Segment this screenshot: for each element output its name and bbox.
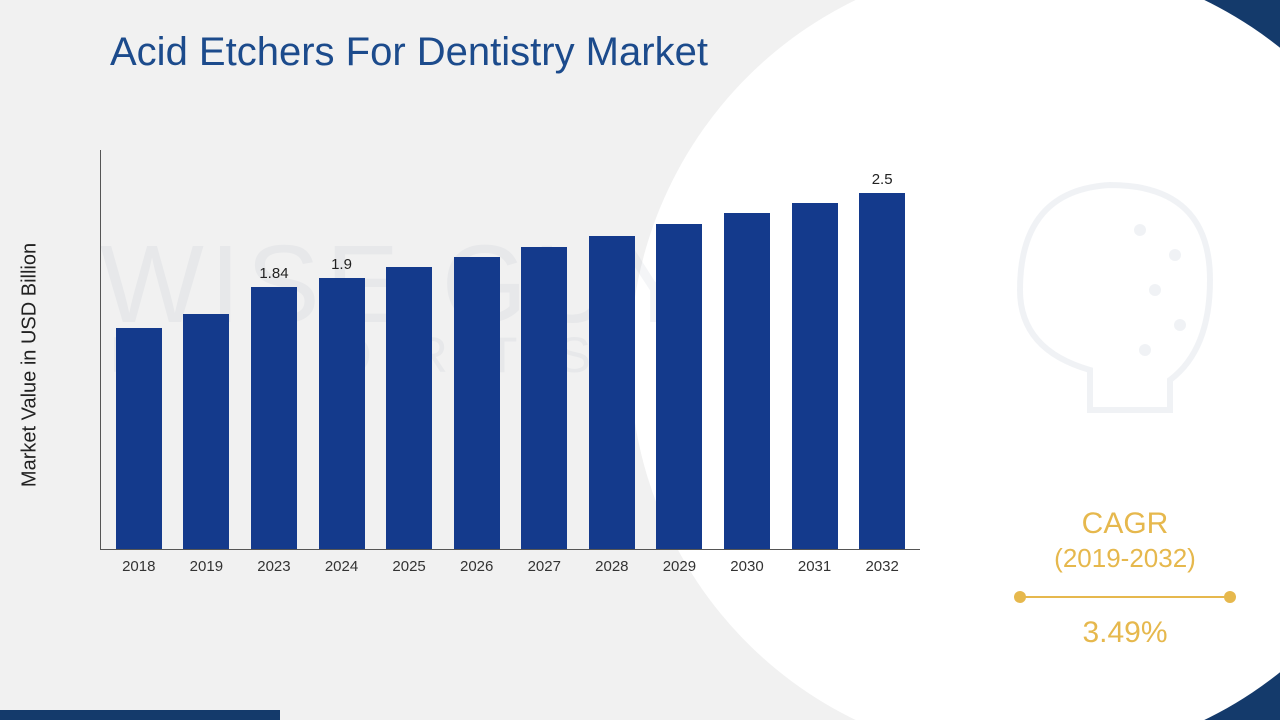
y-axis-label: Market Value in USD Billion bbox=[19, 243, 42, 487]
cagr-value: 3.49% bbox=[1000, 616, 1250, 650]
bar-wrap: 2025 bbox=[375, 150, 443, 549]
bar-wrap: 2.52032 bbox=[848, 150, 916, 549]
bar bbox=[116, 328, 162, 549]
bar-wrap: 2030 bbox=[713, 150, 781, 549]
bar-x-label: 2026 bbox=[443, 558, 511, 575]
bar-wrap: 2019 bbox=[173, 150, 241, 549]
brand-name-main: WISE GUY bbox=[1014, 17, 1202, 58]
bar-wrap: 2026 bbox=[443, 150, 511, 549]
bar bbox=[454, 257, 500, 549]
bar-x-label: 2029 bbox=[646, 558, 714, 575]
bar-wrap: 2018 bbox=[105, 150, 173, 549]
bar-x-label: 2024 bbox=[308, 558, 376, 575]
bar bbox=[656, 224, 702, 549]
bar bbox=[386, 267, 432, 549]
bar-x-label: 2027 bbox=[510, 558, 578, 575]
chart-area: WISE GUY REPORTS Market Value in USD Bil… bbox=[60, 150, 920, 580]
bar-x-label: 2028 bbox=[578, 558, 646, 575]
bar-value-label: 2.5 bbox=[872, 171, 893, 189]
cagr-block: CAGR (2019-2032) 3.49% bbox=[1000, 507, 1250, 650]
bar-x-label: 2031 bbox=[781, 558, 849, 575]
cagr-label: CAGR bbox=[1000, 507, 1250, 541]
bar-x-label: 2019 bbox=[173, 558, 241, 575]
bar-wrap: 2028 bbox=[578, 150, 646, 549]
bars-container: 201820191.8420231.9202420252026202720282… bbox=[101, 150, 920, 549]
bar-x-label: 2032 bbox=[848, 558, 916, 575]
bar-x-label: 2025 bbox=[375, 558, 443, 575]
chart-title: Acid Etchers For Dentistry Market bbox=[110, 30, 708, 75]
bar-x-label: 2030 bbox=[713, 558, 781, 575]
brand-head-icon bbox=[1204, 20, 1260, 90]
bar bbox=[792, 203, 838, 549]
cagr-years: (2019-2032) bbox=[1000, 543, 1250, 574]
cagr-divider bbox=[1020, 596, 1230, 598]
bar-value-label: 1.9 bbox=[331, 256, 352, 274]
page: WISE GUY REPORTS bbox=[0, 0, 1280, 720]
bar bbox=[859, 193, 905, 549]
brand-logo: WISE GUY REPORTS bbox=[1014, 20, 1250, 74]
bar bbox=[724, 213, 770, 549]
bar bbox=[319, 278, 365, 549]
bottom-strip bbox=[0, 710, 280, 720]
bar bbox=[183, 314, 229, 549]
bar-wrap: 1.92024 bbox=[308, 150, 376, 549]
bar-wrap: 2027 bbox=[510, 150, 578, 549]
bar-wrap: 2029 bbox=[646, 150, 714, 549]
bar-wrap: 2031 bbox=[781, 150, 849, 549]
bar bbox=[251, 287, 297, 549]
bar-x-label: 2023 bbox=[240, 558, 308, 575]
bar-wrap: 1.842023 bbox=[240, 150, 308, 549]
bar bbox=[521, 247, 567, 549]
bar-x-label: 2018 bbox=[105, 558, 173, 575]
bar-value-label: 1.84 bbox=[259, 265, 288, 283]
plot-area: 201820191.8420231.9202420252026202720282… bbox=[100, 150, 920, 550]
bar bbox=[589, 236, 635, 550]
